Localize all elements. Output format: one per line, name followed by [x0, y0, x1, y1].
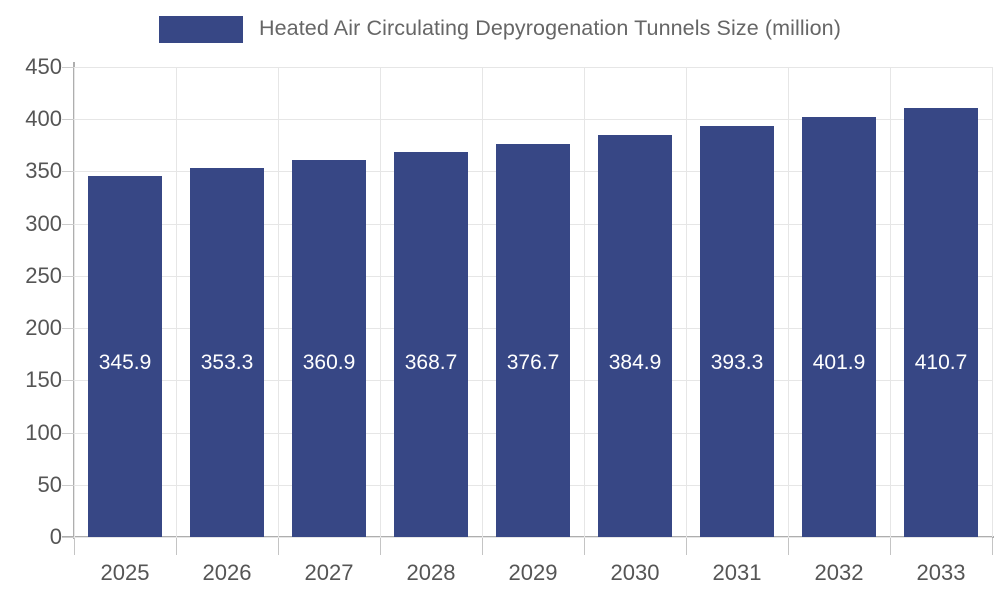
chart-legend: Heated Air Circulating Depyrogenation Tu… [0, 0, 1000, 58]
gridline-horizontal [74, 67, 992, 68]
bar[interactable] [903, 108, 979, 537]
bar-value-label: 393.3 [710, 351, 764, 374]
x-axis-tick-label: 2032 [814, 560, 864, 585]
legend-label: Heated Air Circulating Depyrogenation Tu… [258, 16, 841, 41]
bar-value-label: 368.7 [404, 351, 458, 374]
x-axis-tick-mark [482, 538, 483, 555]
x-axis-tick-label: 2025 [100, 560, 150, 585]
x-axis-tick-label: 2029 [508, 560, 558, 585]
x-axis-tick-mark [74, 538, 75, 555]
bar[interactable] [801, 117, 877, 537]
bar[interactable] [189, 167, 265, 537]
legend-item-series-1[interactable]: Heated Air Circulating Depyrogenation Tu… [158, 15, 841, 43]
y-axis-tick-mark [62, 275, 74, 277]
bar-value-label: 345.9 [98, 351, 152, 374]
x-axis-tick-mark [788, 538, 789, 555]
bar[interactable] [699, 126, 775, 537]
bar[interactable] [291, 160, 367, 537]
y-axis-labels: 0 50 100 150 200 250 300 350 400 450 [0, 0, 62, 600]
bar-value-label: 401.9 [812, 351, 866, 374]
bar-value-label: 376.7 [506, 351, 560, 374]
y-axis-tick-mark [62, 432, 74, 434]
y-axis-tick-mark [62, 537, 74, 538]
y-axis-tick-label: 250 [25, 262, 62, 288]
x-axis-tick-mark [686, 538, 687, 555]
x-axis-tick-mark [992, 538, 993, 555]
bar[interactable] [393, 151, 469, 537]
x-axis-tick-label: 2030 [610, 560, 660, 585]
bar-value-label: 384.9 [608, 351, 662, 374]
x-axis-tick-mark [380, 538, 381, 555]
x-axis-tick-mark [584, 538, 585, 555]
y-axis-tick-label: 150 [25, 367, 62, 393]
gridline-vertical [380, 67, 381, 537]
bar-value-label: 360.9 [302, 351, 356, 374]
y-axis-tick-label: 50 [37, 471, 62, 497]
x-axis-tick-mark [890, 538, 891, 555]
y-axis-tick-mark [62, 328, 74, 330]
x-axis-tick-label: 2031 [712, 560, 762, 585]
y-axis-tick-label: 200 [25, 315, 62, 341]
y-axis-tick-label: 100 [25, 419, 62, 445]
y-axis-tick-mark [62, 484, 74, 486]
y-axis-tick-mark [62, 119, 74, 121]
gridline-vertical [584, 67, 585, 537]
gridline-vertical [482, 67, 483, 537]
x-axis-tick-label: 2028 [406, 560, 456, 585]
x-axis-tick-mark [176, 538, 177, 555]
gridline-vertical [686, 67, 687, 537]
gridline-vertical [890, 67, 891, 537]
y-axis-tick-label: 450 [25, 54, 62, 79]
plot-area [74, 67, 993, 538]
y-axis-tick-label: 300 [25, 210, 62, 236]
legend-color-swatch-icon [158, 15, 243, 43]
x-axis-tick-label: 2027 [304, 560, 354, 585]
bar-value-label: 353.3 [200, 351, 254, 374]
y-axis-tick-label: 350 [25, 158, 62, 184]
gridline-vertical [176, 67, 177, 537]
y-axis-tick-mark [62, 171, 74, 173]
bar[interactable] [495, 143, 571, 537]
bar-value-label: 410.7 [914, 351, 968, 374]
y-axis-tick-mark [62, 380, 74, 382]
y-axis-tick-label: 400 [25, 106, 62, 132]
gridline-vertical [278, 67, 279, 537]
gridline-vertical [74, 67, 75, 537]
bar[interactable] [597, 134, 673, 537]
x-axis-tick-mark [278, 538, 279, 555]
x-axis-tick-label: 2033 [916, 560, 966, 585]
y-axis-tick-label: 0 [49, 524, 62, 549]
y-axis-tick-mark [62, 67, 74, 68]
y-axis-tick-mark [62, 223, 74, 225]
bar[interactable] [87, 175, 163, 537]
gridline-vertical [788, 67, 789, 537]
gridline-vertical [992, 67, 993, 537]
x-axis-tick-label: 2026 [202, 560, 252, 585]
